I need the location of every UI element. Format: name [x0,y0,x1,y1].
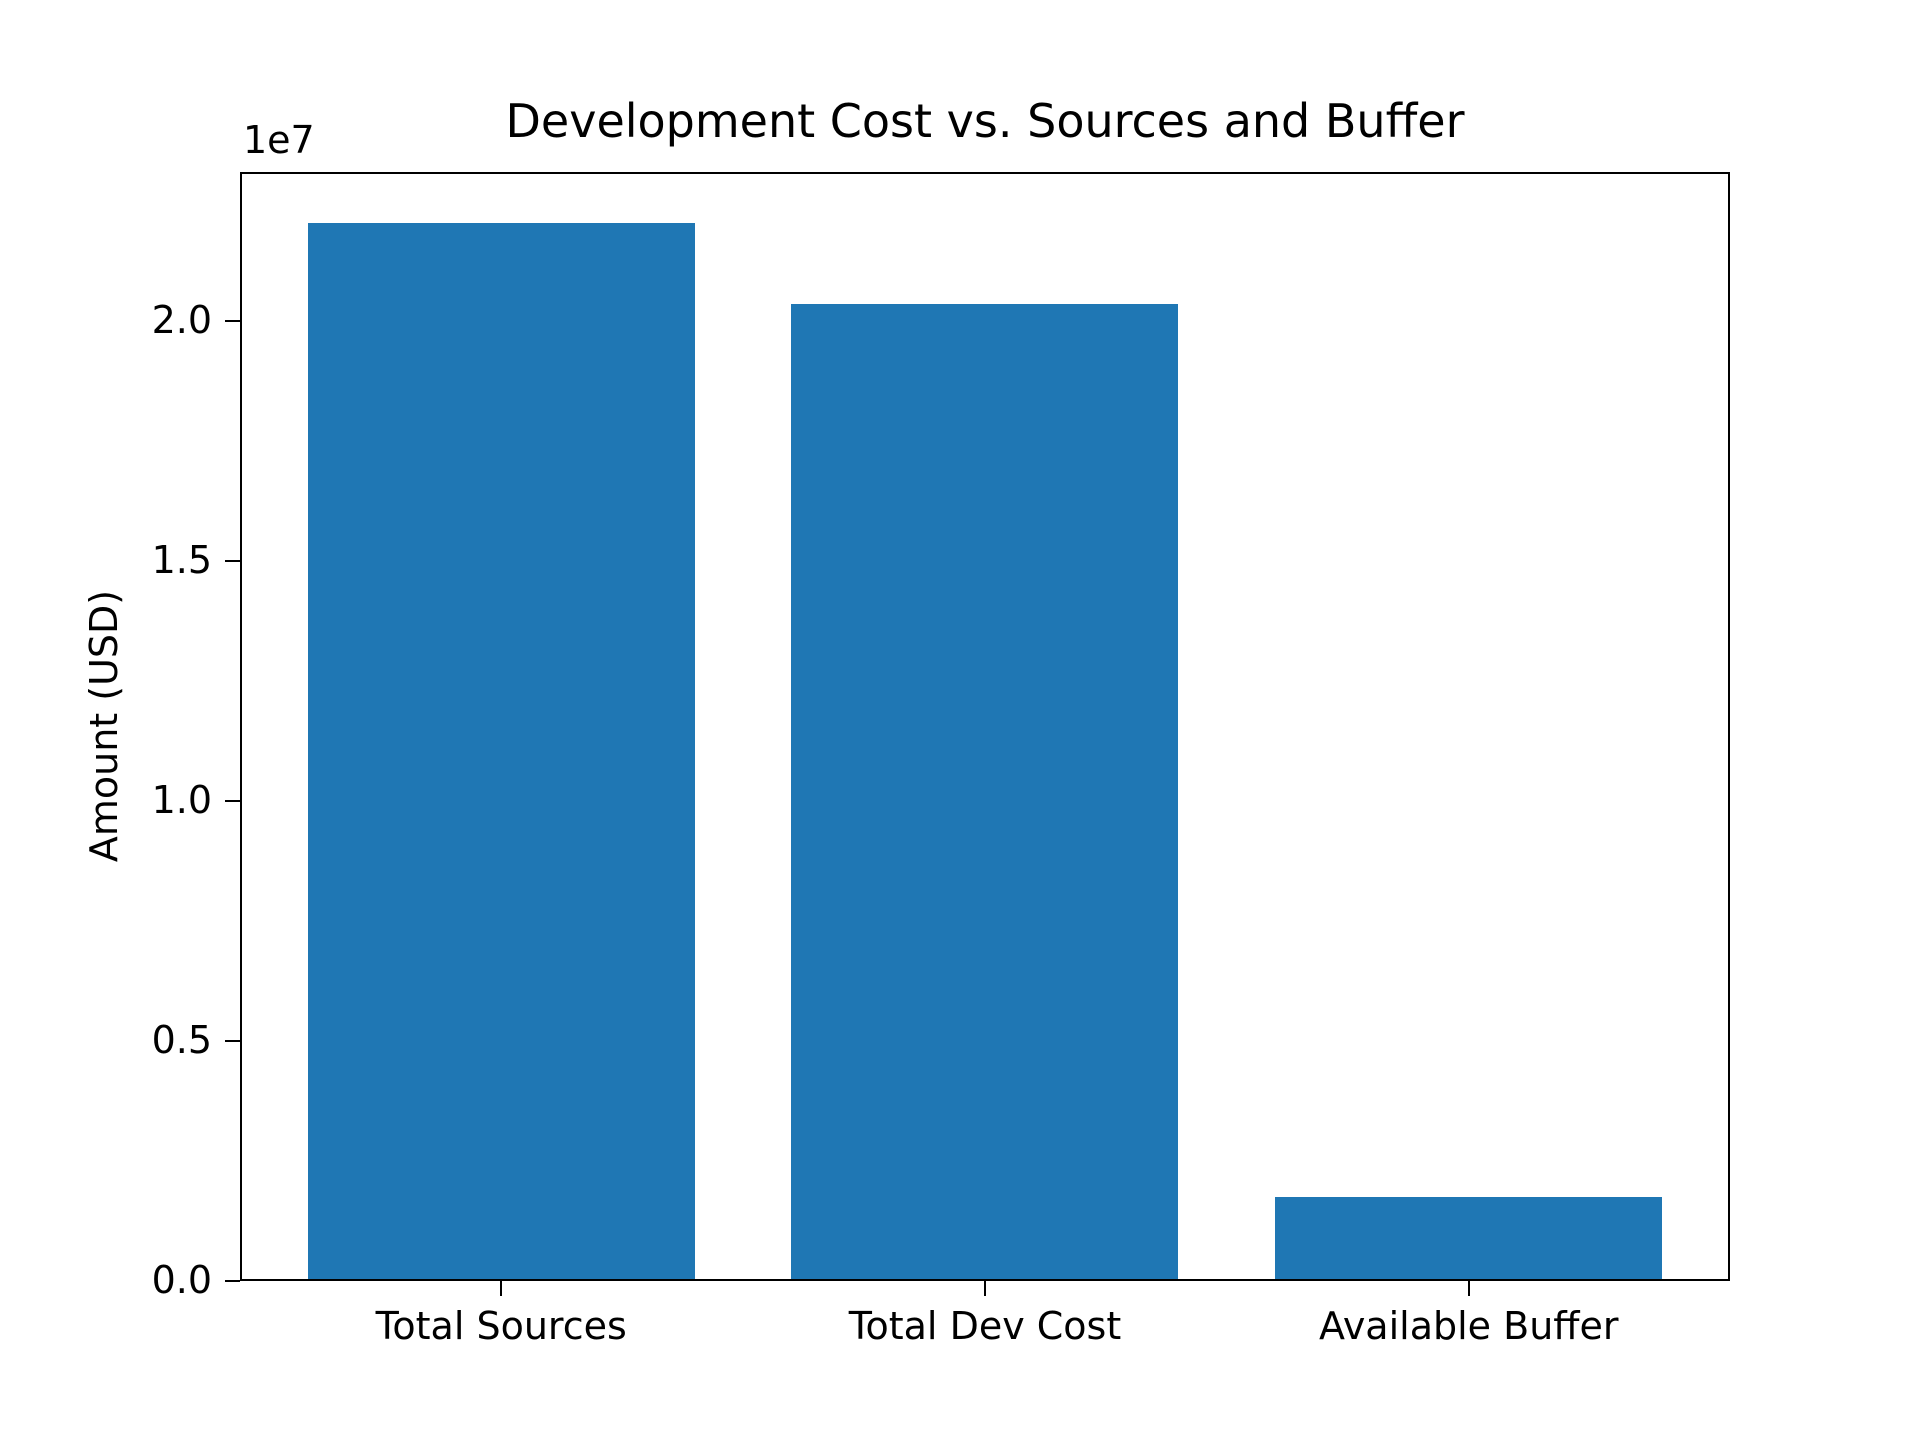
y-tick-label: 1.0 [151,778,212,823]
y-tick-label: 1.5 [151,538,212,583]
bar-total-sources [307,222,695,1279]
x-tick [984,1281,986,1296]
x-tick [1467,1281,1470,1296]
x-tick-label: Total Dev Cost [848,1304,1122,1348]
bar-available-buffer [1275,1197,1663,1279]
y-tick [225,799,240,802]
x-tick-label: Available Buffer [1319,1304,1619,1348]
chart-title: Development Cost vs. Sources and Buffer [505,94,1465,148]
plot-area [240,172,1730,1281]
y-tick [225,319,240,322]
y-tick [225,559,240,562]
y-axis-label: Amount (USD) [82,589,126,863]
y-tick-label: 2.0 [151,298,212,343]
y-tick-label: 0.5 [151,1018,212,1063]
x-tick-label: Total Sources [375,1304,627,1348]
bar-total-dev-cost [791,304,1179,1279]
y-tick [225,1039,240,1042]
x-tick [500,1281,503,1296]
y-tick [225,1280,240,1282]
y-axis-offset-label: 1e7 [243,118,315,162]
y-tick-label: 0.0 [151,1258,212,1303]
